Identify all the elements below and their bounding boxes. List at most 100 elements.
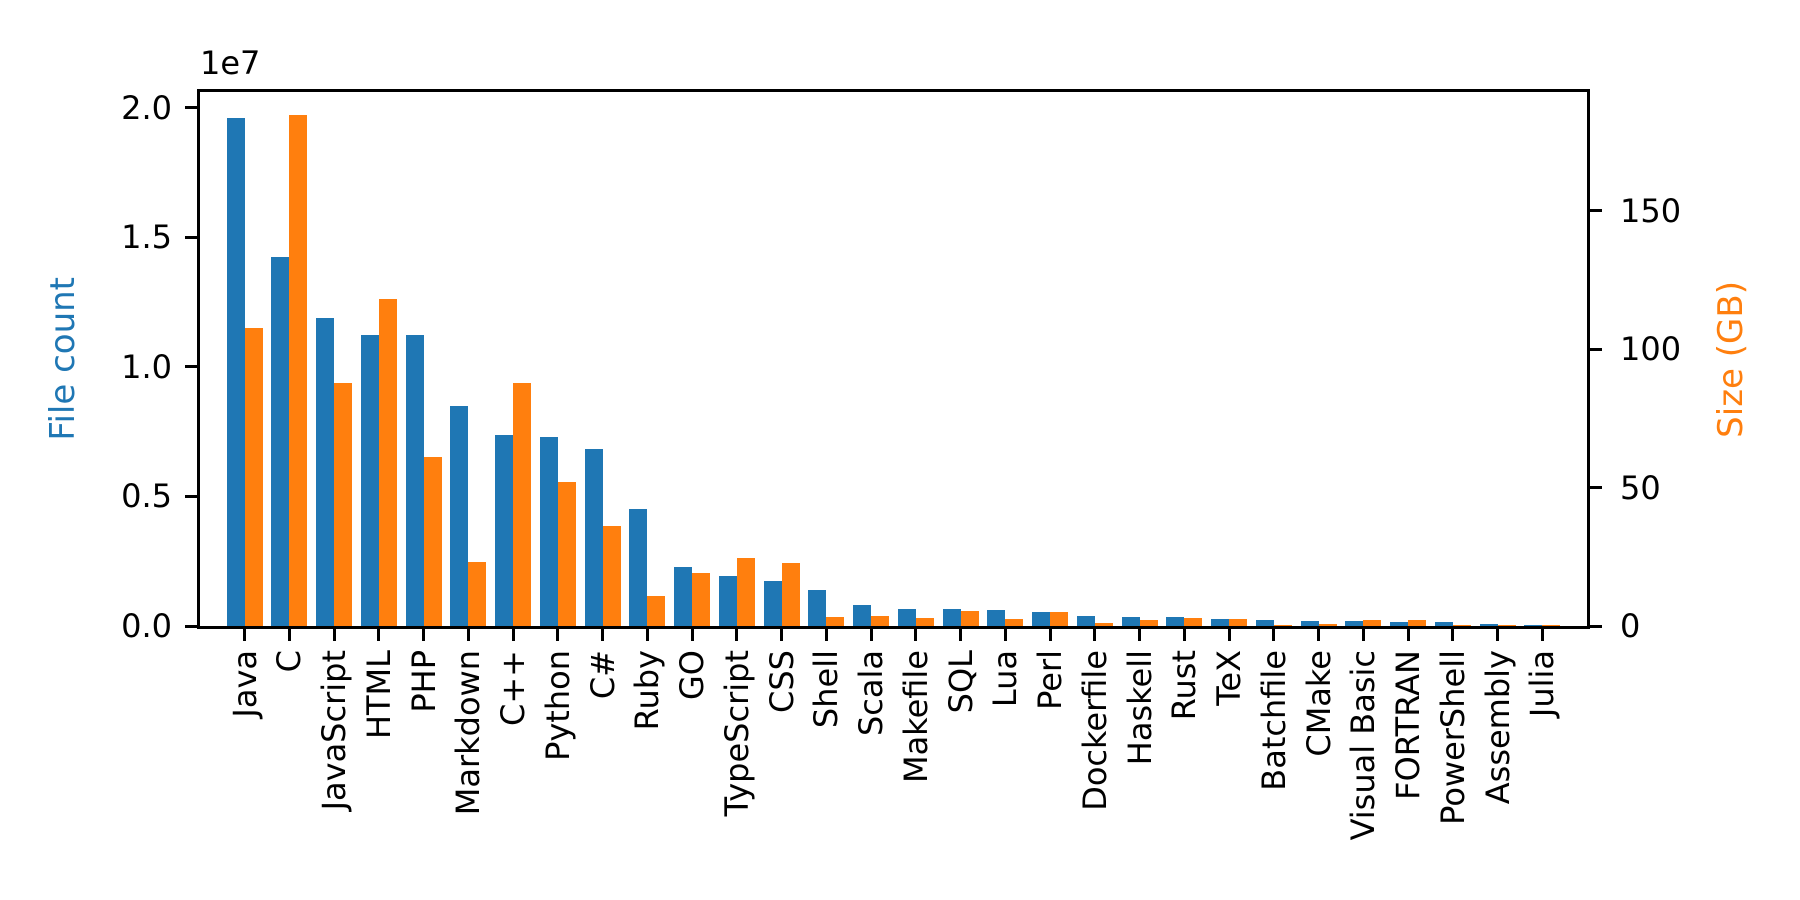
x-tick-mark [1182,629,1186,641]
bar-size-css [781,563,800,626]
x-tick-mark [1227,629,1231,641]
y-tick-mark-right [1590,209,1602,213]
x-tick-label-wrap: HTML [358,650,400,739]
x-tick-label: Makefile [896,650,935,784]
bar-size-c [289,114,308,626]
bar-size-lua [1005,619,1024,626]
bar-file-count-makefile [897,609,916,626]
y-tick-mark-left [185,365,197,369]
y-tick-mark-left [185,624,197,628]
x-tick-label: Dockerfile [1075,650,1114,811]
y-tick-label-right: 50 [1620,468,1661,507]
x-tick-label-wrap: Dockerfile [1074,650,1116,811]
x-tick-label: SQL [941,650,980,714]
x-tick-label-wrap: Ruby [626,650,668,730]
y-tick-mark-right [1590,486,1602,489]
x-tick-mark [645,629,649,641]
x-tick-mark [601,629,605,641]
x-tick-label-wrap: Python [537,650,579,761]
x-tick-label-wrap: Lua [984,650,1026,707]
bar-file-count-rust [1166,616,1185,626]
bar-size-perl [1050,611,1069,626]
x-tick-mark [1093,629,1097,641]
x-tick-mark [869,629,873,641]
x-tick-mark [287,629,291,641]
x-tick-label: Java [225,650,264,718]
x-tick-mark [511,629,515,641]
bar-file-count-markdown [450,405,469,626]
x-tick-label-wrap: Julia [1521,650,1563,717]
x-tick-label: Python [538,650,577,761]
bar-file-count-julia [1524,624,1543,626]
bar-size-c- [513,383,532,626]
x-tick-label-wrap: Makefile [895,650,937,783]
bar-file-count-java [226,118,245,626]
bar-size-typescript [736,558,755,626]
bar-file-count-sql [942,609,961,626]
x-tick-label: Haskell [1120,650,1159,766]
x-tick-label-wrap: CSS [761,650,803,713]
bar-file-count-ruby [629,509,648,626]
x-tick-label: Shell [807,650,846,729]
y-tick-mark-left [185,106,197,110]
x-tick-label-wrap: FORTRAN [1387,650,1429,800]
x-tick-label: FORTRAN [1389,650,1428,800]
y-tick-mark-right [1590,347,1602,351]
bar-file-count-visual-basic [1345,621,1364,626]
bar-size-cmake [1318,624,1337,626]
x-tick-label-wrap: Haskell [1119,650,1161,765]
bar-file-count-lua [987,609,1006,626]
x-tick-label-wrap: C# [582,650,624,699]
bar-file-count-perl [1032,612,1051,626]
x-tick-label: CSS [762,650,801,713]
bar-file-count-haskell [1121,616,1140,626]
x-tick-label-wrap: GO [671,650,713,700]
bar-size-go [692,573,711,626]
bar-file-count-scala [853,605,872,626]
bar-size-php [423,457,442,626]
bar-size-python [557,481,576,626]
bar-file-count-go [674,567,693,626]
y-tick-label-right: 100 [1620,330,1682,369]
x-tick-label-wrap: TeX [1208,650,1250,706]
x-tick-mark [1003,629,1007,641]
bar-file-count-c- [584,448,603,626]
y-tick-label-left: 0.5 [121,477,172,516]
bar-file-count-assembly [1479,623,1498,626]
y-tick-mark-right [1590,624,1602,628]
x-tick-mark [690,629,694,641]
x-tick-label: Assembly [1478,650,1517,805]
bar-size-c- [602,525,621,626]
x-tick-label: Ruby [628,650,667,731]
bar-size-haskell [1139,619,1158,626]
x-tick-label: C++ [494,650,533,726]
bar-size-assembly [1497,624,1516,626]
x-tick-label: PowerShell [1433,650,1472,825]
bar-size-sql [960,611,979,626]
x-tick-label-wrap: Markdown [447,650,489,815]
bar-size-html [378,299,397,626]
bar-size-rust [1184,617,1203,626]
x-tick-label: Markdown [449,650,488,816]
x-tick-label: Batchfile [1254,650,1293,791]
x-tick-mark [243,629,247,641]
bar-file-count-batchfile [1255,620,1274,626]
x-tick-mark [377,629,381,641]
x-tick-label: C [270,650,309,673]
x-tick-mark [1406,629,1410,641]
bar-file-count-php [405,335,424,626]
bar-file-count-c- [495,434,514,626]
x-tick-mark [556,629,560,641]
x-tick-label-wrap: SQL [940,650,982,713]
bar-file-count-fortran [1390,622,1409,626]
y-axis-offset-text: 1e7 [200,44,261,82]
bar-file-count-html [360,335,379,626]
bar-size-markdown [468,562,487,626]
bar-file-count-c [271,257,290,626]
x-tick-mark [1138,629,1142,641]
x-tick-label-wrap: PowerShell [1432,650,1474,825]
x-tick-label-wrap: Scala [850,650,892,736]
x-tick-mark [1496,629,1500,641]
x-tick-label-wrap: Java [224,650,266,718]
bar-file-count-cmake [1300,621,1319,626]
